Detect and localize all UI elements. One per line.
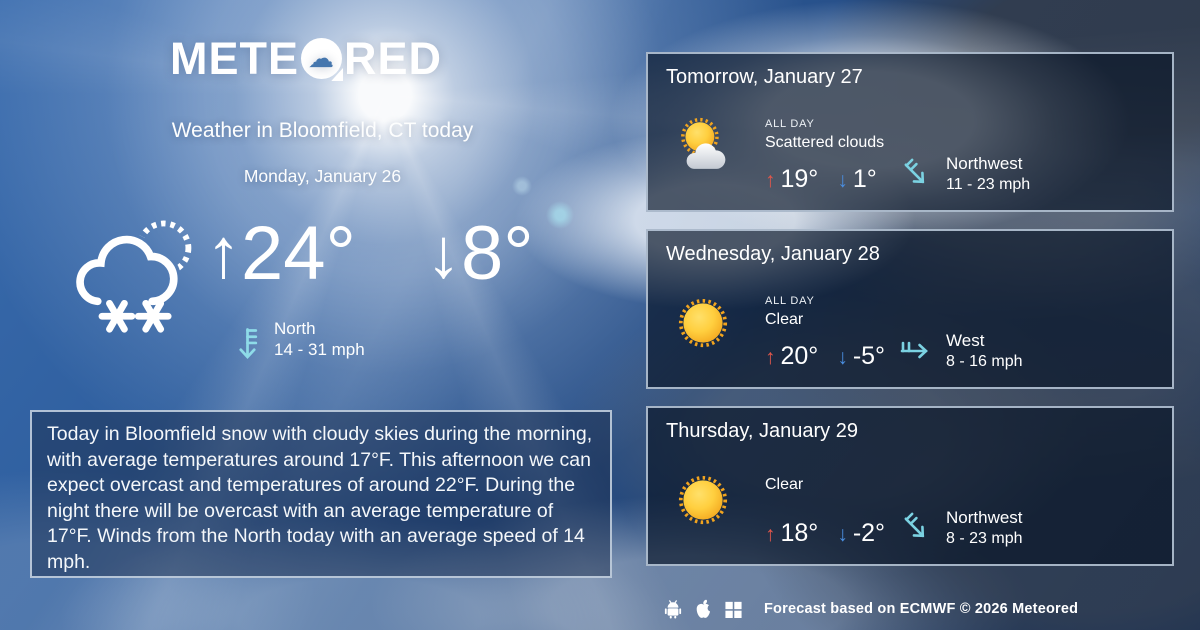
low-temp-arrow-icon: ↓ — [837, 169, 848, 192]
forecast-card-wednesday[interactable]: Wednesday, January 28 ALL DAY Clear ↑ 20… — [646, 229, 1174, 389]
sun-behind-cloud-icon — [681, 117, 726, 169]
card-wind-speed: 8 - 23 mph — [946, 529, 1023, 547]
card-high-temp: 19° — [780, 165, 819, 193]
card-condition: Scattered clouds — [765, 134, 885, 151]
card-low-temp: 1° — [852, 165, 877, 193]
card-wind: Northwest 8 - 23 mph — [898, 508, 1023, 548]
snowy-cloud-icon — [76, 220, 192, 333]
card-period-label: ALL DAY — [765, 118, 815, 130]
page-title: Weather in Bloomfield, CT today — [171, 119, 474, 142]
today-high-temp: ↑ 24° — [206, 216, 356, 292]
card-wind-direction: Northwest — [946, 154, 1023, 174]
card-low-temp: -5° — [852, 342, 886, 370]
wind-barb-west-icon — [900, 341, 928, 359]
sun-ring — [136, 220, 192, 276]
cloud-bubble-icon: ☁ — [301, 38, 343, 79]
logo-text-left: METE — [170, 33, 300, 84]
windows-icon[interactable] — [725, 601, 742, 618]
forecast-attribution: Forecast based on ECMWF © 2026 Meteored — [764, 601, 1079, 617]
card-title: Wednesday, January 28 — [666, 243, 880, 265]
today-wind: North 14 - 31 mph — [234, 318, 365, 368]
today-wind-direction: North — [274, 319, 316, 338]
wind-barb-northwest-icon — [904, 158, 925, 184]
card-temps: ↑ 19° ↓ 1° — [765, 167, 877, 192]
wind-barb-northwest-icon — [904, 512, 925, 538]
high-temp-arrow-icon: ↑ — [765, 523, 776, 546]
card-period-label: ALL DAY — [765, 295, 815, 307]
sun-icon — [678, 298, 728, 348]
card-wind: Northwest 11 - 23 mph — [898, 154, 1030, 194]
high-temp-arrow-icon: ↑ — [765, 169, 776, 192]
cloud-outline — [76, 235, 178, 306]
low-temp-arrow-icon: ↓ — [837, 346, 848, 369]
card-high-temp: 20° — [780, 342, 819, 370]
wind-barb-north-icon — [239, 328, 258, 359]
page-date: Monday, January 26 — [243, 166, 402, 186]
android-icon[interactable] — [664, 599, 682, 619]
card-temps: ↑ 20° ↓ -5° — [765, 344, 885, 369]
card-temps: ↑ 18° ↓ -2° — [765, 521, 885, 546]
card-wind-speed: 11 - 23 mph — [946, 175, 1031, 193]
card-wind-direction: Northwest — [946, 508, 1023, 528]
apple-icon[interactable] — [695, 599, 712, 619]
forecast-card-tomorrow[interactable]: Tomorrow, January 27 ALL DAY Scattered c… — [646, 52, 1174, 212]
low-temp-arrow-icon: ↓ — [837, 523, 848, 546]
card-low-temp: -2° — [852, 519, 886, 547]
meteored-logo[interactable]: METE ☁ RED — [170, 36, 442, 81]
card-wind-speed: 8 - 16 mph — [946, 352, 1023, 370]
sun-icon — [678, 475, 728, 525]
high-temp-value: 24° — [241, 211, 356, 296]
card-title: Tomorrow, January 27 — [666, 66, 863, 88]
card-high-temp: 18° — [780, 519, 819, 547]
today-summary: Today in Bloomfield snow with cloudy ski… — [30, 410, 612, 578]
logo-text-right: RED — [344, 33, 443, 84]
today-wind-speed: 14 - 31 mph — [274, 340, 365, 360]
low-temp-arrow-icon: ↓ — [426, 214, 461, 292]
low-temp-value: 8° — [461, 211, 534, 296]
card-title: Thursday, January 29 — [666, 420, 858, 442]
card-condition: Clear — [765, 311, 804, 328]
snowflakes — [98, 299, 172, 333]
footer: Forecast based on ECMWF © 2026 Meteored — [664, 599, 1078, 619]
high-temp-arrow-icon: ↑ — [765, 346, 776, 369]
card-wind-direction: West — [946, 331, 985, 351]
high-temp-arrow-icon: ↑ — [206, 214, 241, 292]
card-condition: Clear — [765, 476, 804, 493]
forecast-card-thursday[interactable]: Thursday, January 29 Clear ↑ 18° ↓ -2° — [646, 406, 1174, 566]
card-wind: West 8 - 16 mph — [898, 331, 1022, 371]
today-low-temp: ↓ 8° — [426, 216, 534, 292]
